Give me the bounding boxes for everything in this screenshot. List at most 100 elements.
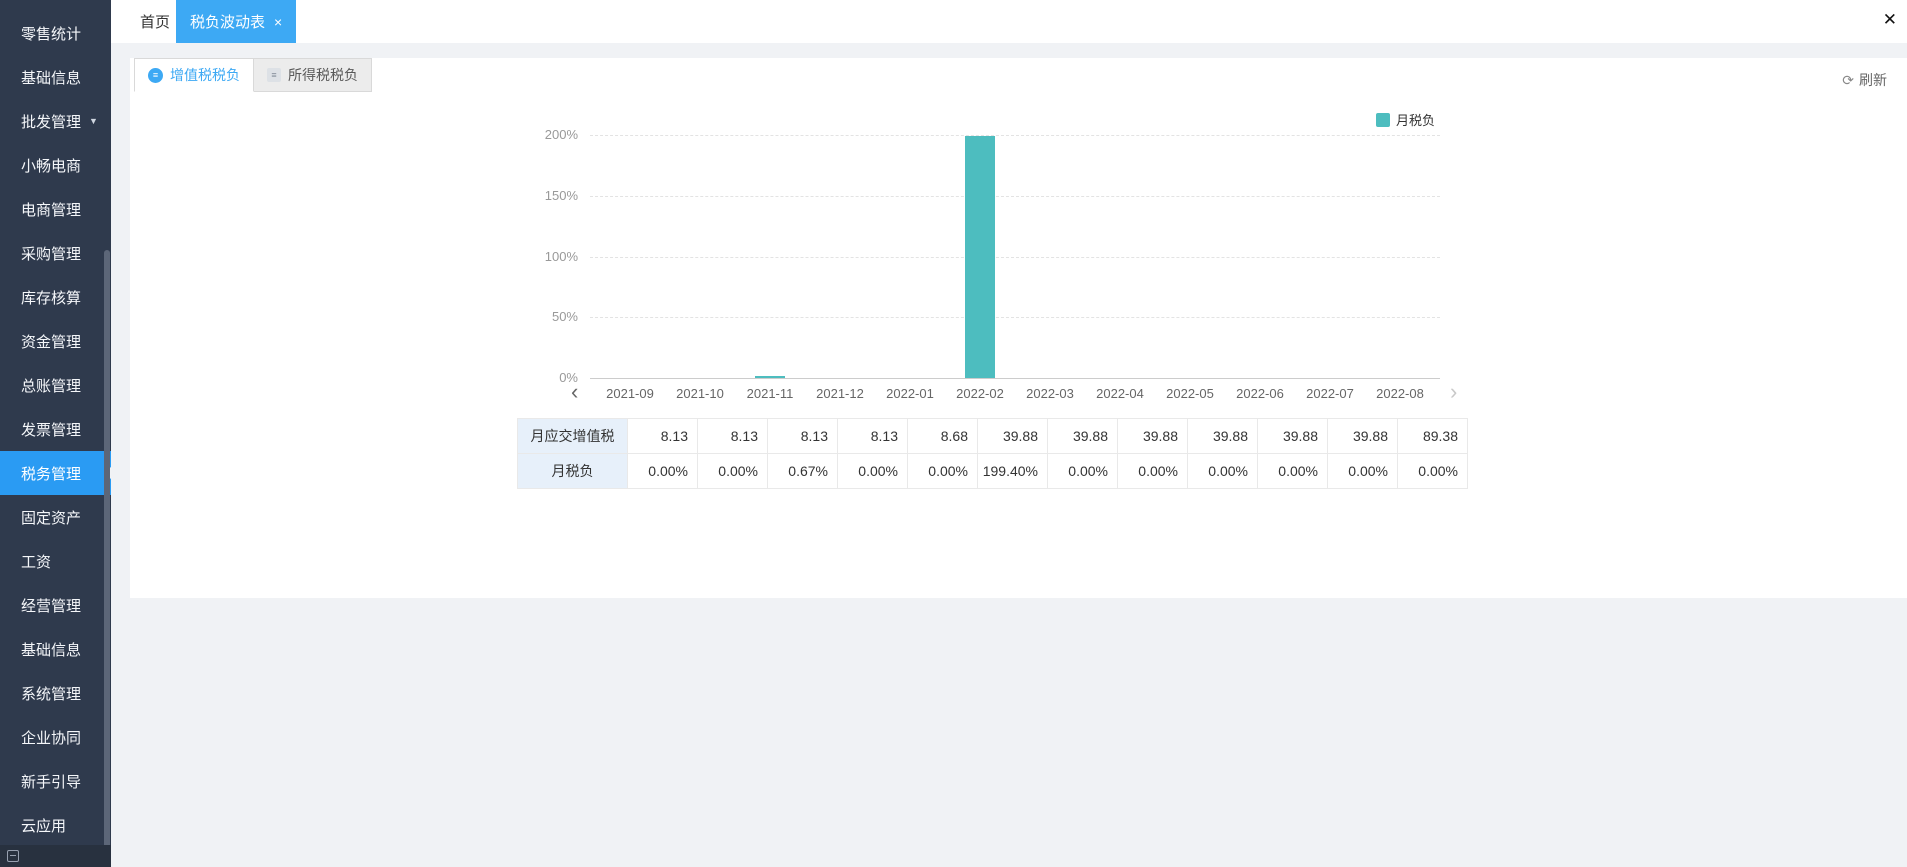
y-tick-label: 0% [559, 370, 578, 385]
sidebar-item-label: 新手引导 [21, 773, 82, 791]
sidebar-item-16[interactable]: 系统管理 [0, 671, 111, 715]
sidebar-item-label: 经营管理 [21, 597, 82, 615]
table-cell: 89.38 [1398, 419, 1468, 454]
row-header: 月税负 [518, 454, 628, 489]
chart-prev-arrow-icon[interactable]: ‹ [571, 379, 579, 404]
sidebar-item-5[interactable]: 电商管理 [0, 187, 111, 231]
tax-data-table: 月应交增值税 8.13 8.13 8.13 8.13 8.68 39.88 39.88 39.8… [517, 418, 1468, 489]
sidebar-item-3[interactable]: 批发管理 ▼ [0, 99, 111, 143]
x-tick-label: 2022-05 [1166, 386, 1214, 401]
sidebar-item-15[interactable]: 基础信息 [0, 627, 111, 671]
income-tax-tab-icon: ≡ [267, 68, 281, 82]
sidebar-item-17[interactable]: 企业协同 [0, 715, 111, 759]
sidebar-item-label: 批发管理 [21, 113, 82, 131]
grid-line [590, 256, 1440, 258]
sidebar-item-8[interactable]: 资金管理 [0, 319, 111, 363]
sidebar-item-9[interactable]: 总账管理 [0, 363, 111, 407]
y-tick-label: 50% [551, 309, 578, 325]
table-cell: 0.00% [1258, 454, 1328, 489]
tab-income-tax-burden[interactable]: ≡ 所得税税负 [254, 58, 372, 92]
sidebar-item-label: 总账管理 [21, 377, 82, 395]
sidebar-item-label: 小畅电商 [21, 157, 82, 175]
refresh-label: 刷新 [1859, 72, 1887, 88]
sidebar-scrollbar-thumb[interactable] [104, 250, 110, 850]
x-tick-label: 2022-07 [1306, 386, 1354, 401]
sidebar-item-6[interactable]: 采购管理 [0, 231, 111, 275]
sidebar-item-label: 基础信息 [21, 69, 82, 87]
sidebar-item-label: 税务管理 [21, 465, 82, 483]
window-close-icon[interactable]: ✕ [1882, 10, 1897, 29]
x-axis-line [590, 378, 1440, 379]
y-tick-label: 200% [544, 127, 578, 142]
caret-down-icon: ▼ [89, 116, 98, 126]
refresh-icon: ⟳ [1842, 71, 1854, 88]
x-tick-label: 2022-01 [886, 386, 934, 401]
table-cell: 0.00% [908, 454, 978, 489]
x-tick-label: 2022-06 [1236, 386, 1284, 401]
table-cell: 8.68 [908, 419, 978, 454]
tab-home[interactable]: 首页 [128, 0, 182, 43]
sidebar-item-14[interactable]: 经营管理 [0, 583, 111, 627]
sidebar-item-label: 系统管理 [21, 685, 82, 703]
sidebar-item-4[interactable]: 小畅电商 [0, 143, 111, 187]
refresh-button[interactable]: ⟳ 刷新 [1842, 70, 1887, 90]
sidebar-item-18[interactable]: 新手引导 [0, 759, 111, 803]
sidebar-item-19[interactable]: 云应用 [0, 803, 111, 847]
x-tick-label: 2022-08 [1376, 386, 1424, 401]
grid-line [590, 195, 1440, 197]
tab-tax-fluctuation-label: 税负波动表 [190, 14, 266, 31]
vat-tab-icon: ≡ [148, 67, 163, 83]
x-tick-label: 2022-04 [1096, 386, 1144, 401]
sidebar-item-7[interactable]: 库存核算 [0, 275, 111, 319]
sidebar-item-label: 采购管理 [21, 245, 82, 263]
x-tick-label: 2021-11 [746, 386, 794, 401]
table-cell: 0.00% [1118, 454, 1188, 489]
chart-next-arrow-icon[interactable]: › [1450, 379, 1458, 404]
sidebar-item-1[interactable]: 零售统计 [0, 11, 111, 55]
x-tick-label: 2021-12 [816, 386, 864, 401]
table-cell: 0.00% [1328, 454, 1398, 489]
table-cell: 39.88 [1118, 419, 1188, 454]
tab-tax-fluctuation[interactable]: 税负波动表 × [176, 0, 297, 43]
tab-income-label: 所得税税负 [288, 67, 358, 83]
table-cell: 0.00% [838, 454, 908, 489]
bar-2022-02 [965, 136, 995, 378]
table-cell: 0.00% [1398, 454, 1468, 489]
sidebar-item-12[interactable]: 固定资产 [0, 495, 111, 539]
table-cell: 8.13 [698, 419, 768, 454]
x-tick-label: 2021-09 [606, 386, 654, 401]
tab-close-icon[interactable]: × [274, 13, 283, 30]
table-cell: 39.88 [1258, 419, 1328, 454]
table-row-2: 月税负 0.00% 0.00% 0.67% 0.00% 0.00% 199.40% 0.00%… [518, 454, 1468, 489]
grid-line [590, 135, 1440, 136]
sidebar-item-label: 库存核算 [21, 289, 82, 307]
table-cell: 199.40% [978, 454, 1048, 489]
content-tabs: ≡ 增值税税负 ≡ 所得税税负 [134, 58, 372, 92]
tab-vat-tax-burden[interactable]: ≡ 增值税税负 [134, 58, 254, 92]
bar-2021-11 [755, 376, 785, 378]
sidebar-item-label: 基础信息 [21, 641, 82, 659]
sidebar-item-2[interactable]: 基础信息 [0, 55, 111, 99]
tab-home-label: 首页 [140, 14, 171, 31]
sidebar-item-label: 企业协同 [21, 729, 82, 747]
table-row-1: 月应交增值税 8.13 8.13 8.13 8.13 8.68 39.88 39.88 39.8… [518, 419, 1468, 454]
sidebar-item-11[interactable]: 税务管理 [0, 451, 111, 495]
table-cell: 8.13 [628, 419, 698, 454]
table-cell: 0.00% [628, 454, 698, 489]
sidebar-item-13[interactable]: 工资 [0, 539, 111, 583]
y-tick-label: 150% [544, 187, 578, 203]
sidebar-item-label: 零售统计 [21, 25, 82, 43]
collapse-sidebar-icon[interactable] [7, 850, 19, 862]
sidebar: 零售统计 基础信息 批发管理 ▼ 小畅电商 电商管理 采购管理 库存核算 资金管理 总账管理 发票管… [0, 0, 111, 867]
sidebar-item-10[interactable]: 发票管理 [0, 407, 111, 451]
chart-legend[interactable]: 月税负 [1375, 110, 1435, 129]
x-tick-label: 2021-10 [676, 386, 724, 401]
sidebar-item-label: 云应用 [21, 817, 67, 835]
sidebar-item-label: 固定资产 [21, 509, 82, 527]
table-cell: 0.67% [768, 454, 838, 489]
row-header: 月应交增值税 [518, 419, 628, 454]
sidebar-footer [0, 845, 111, 867]
table-cell: 0.00% [698, 454, 768, 489]
tab-vat-label: 增值税税负 [170, 67, 240, 83]
sidebar-item-label: 工资 [21, 553, 52, 571]
